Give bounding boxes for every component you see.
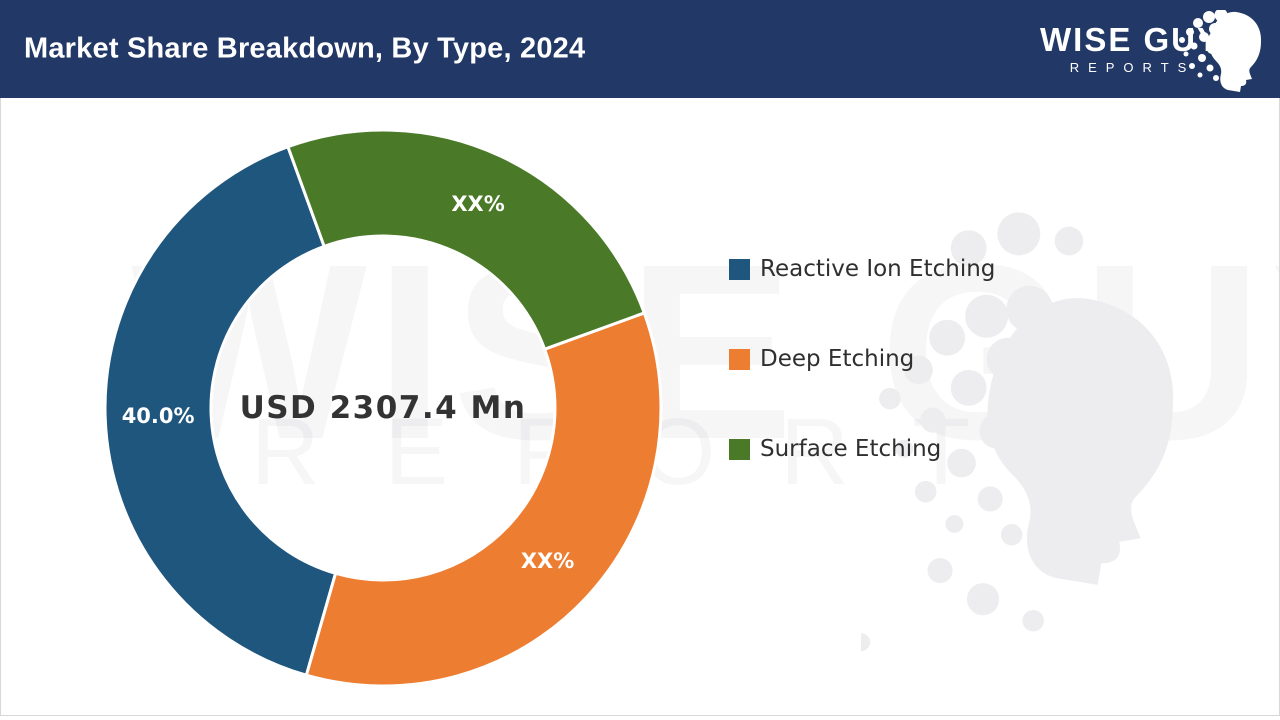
brand-name: WISE GUY	[1040, 21, 1222, 58]
legend-swatch-orange	[729, 348, 750, 370]
chart-legend: Reactive Ion Etching Deep Etching Surfac…	[729, 256, 995, 526]
brand-face-icon	[1179, 10, 1262, 92]
legend-item-surface-etching: Surface Etching	[729, 436, 995, 462]
donut-chart	[103, 128, 663, 688]
segment-percentage-label: XX%	[451, 192, 505, 217]
watermark-face-icon	[861, 212, 1174, 652]
legend-swatch-green	[729, 438, 750, 460]
segment-percentage-label: 40.0%	[121, 403, 195, 428]
legend-item-reactive-ion-etching: Reactive Ion Etching	[729, 256, 995, 282]
page-title: Market Share Breakdown, By Type, 2024	[24, 32, 586, 65]
segment-percentage-label: XX%	[520, 549, 575, 574]
legend-item-deep-etching: Deep Etching	[729, 346, 995, 372]
chart-center-value: USD 2307.4 Mn	[239, 390, 527, 426]
header-bar: Market Share Breakdown, By Type, 2024 WI…	[0, 0, 1280, 98]
brand-logo: WISE GUY REPORTS	[1016, 6, 1266, 92]
brand-logo-text: WISE GUY REPORTS	[1040, 21, 1222, 76]
legend-swatch-blue	[729, 258, 750, 280]
legend-label: Reactive Ion Etching	[760, 256, 996, 282]
donut-segment-surface-etching	[286, 128, 646, 351]
chart-panel: WISE GUY REPORTS 40.0%XX%XX% USD 2307.4 …	[0, 98, 1280, 716]
legend-label: Surface Etching	[760, 436, 942, 462]
legend-label: Deep Etching	[760, 346, 915, 372]
donut-segment-deep-etching	[304, 311, 663, 688]
brand-subtitle: REPORTS	[1069, 60, 1196, 75]
donut-segment-reactive-ion-etching	[103, 145, 338, 677]
